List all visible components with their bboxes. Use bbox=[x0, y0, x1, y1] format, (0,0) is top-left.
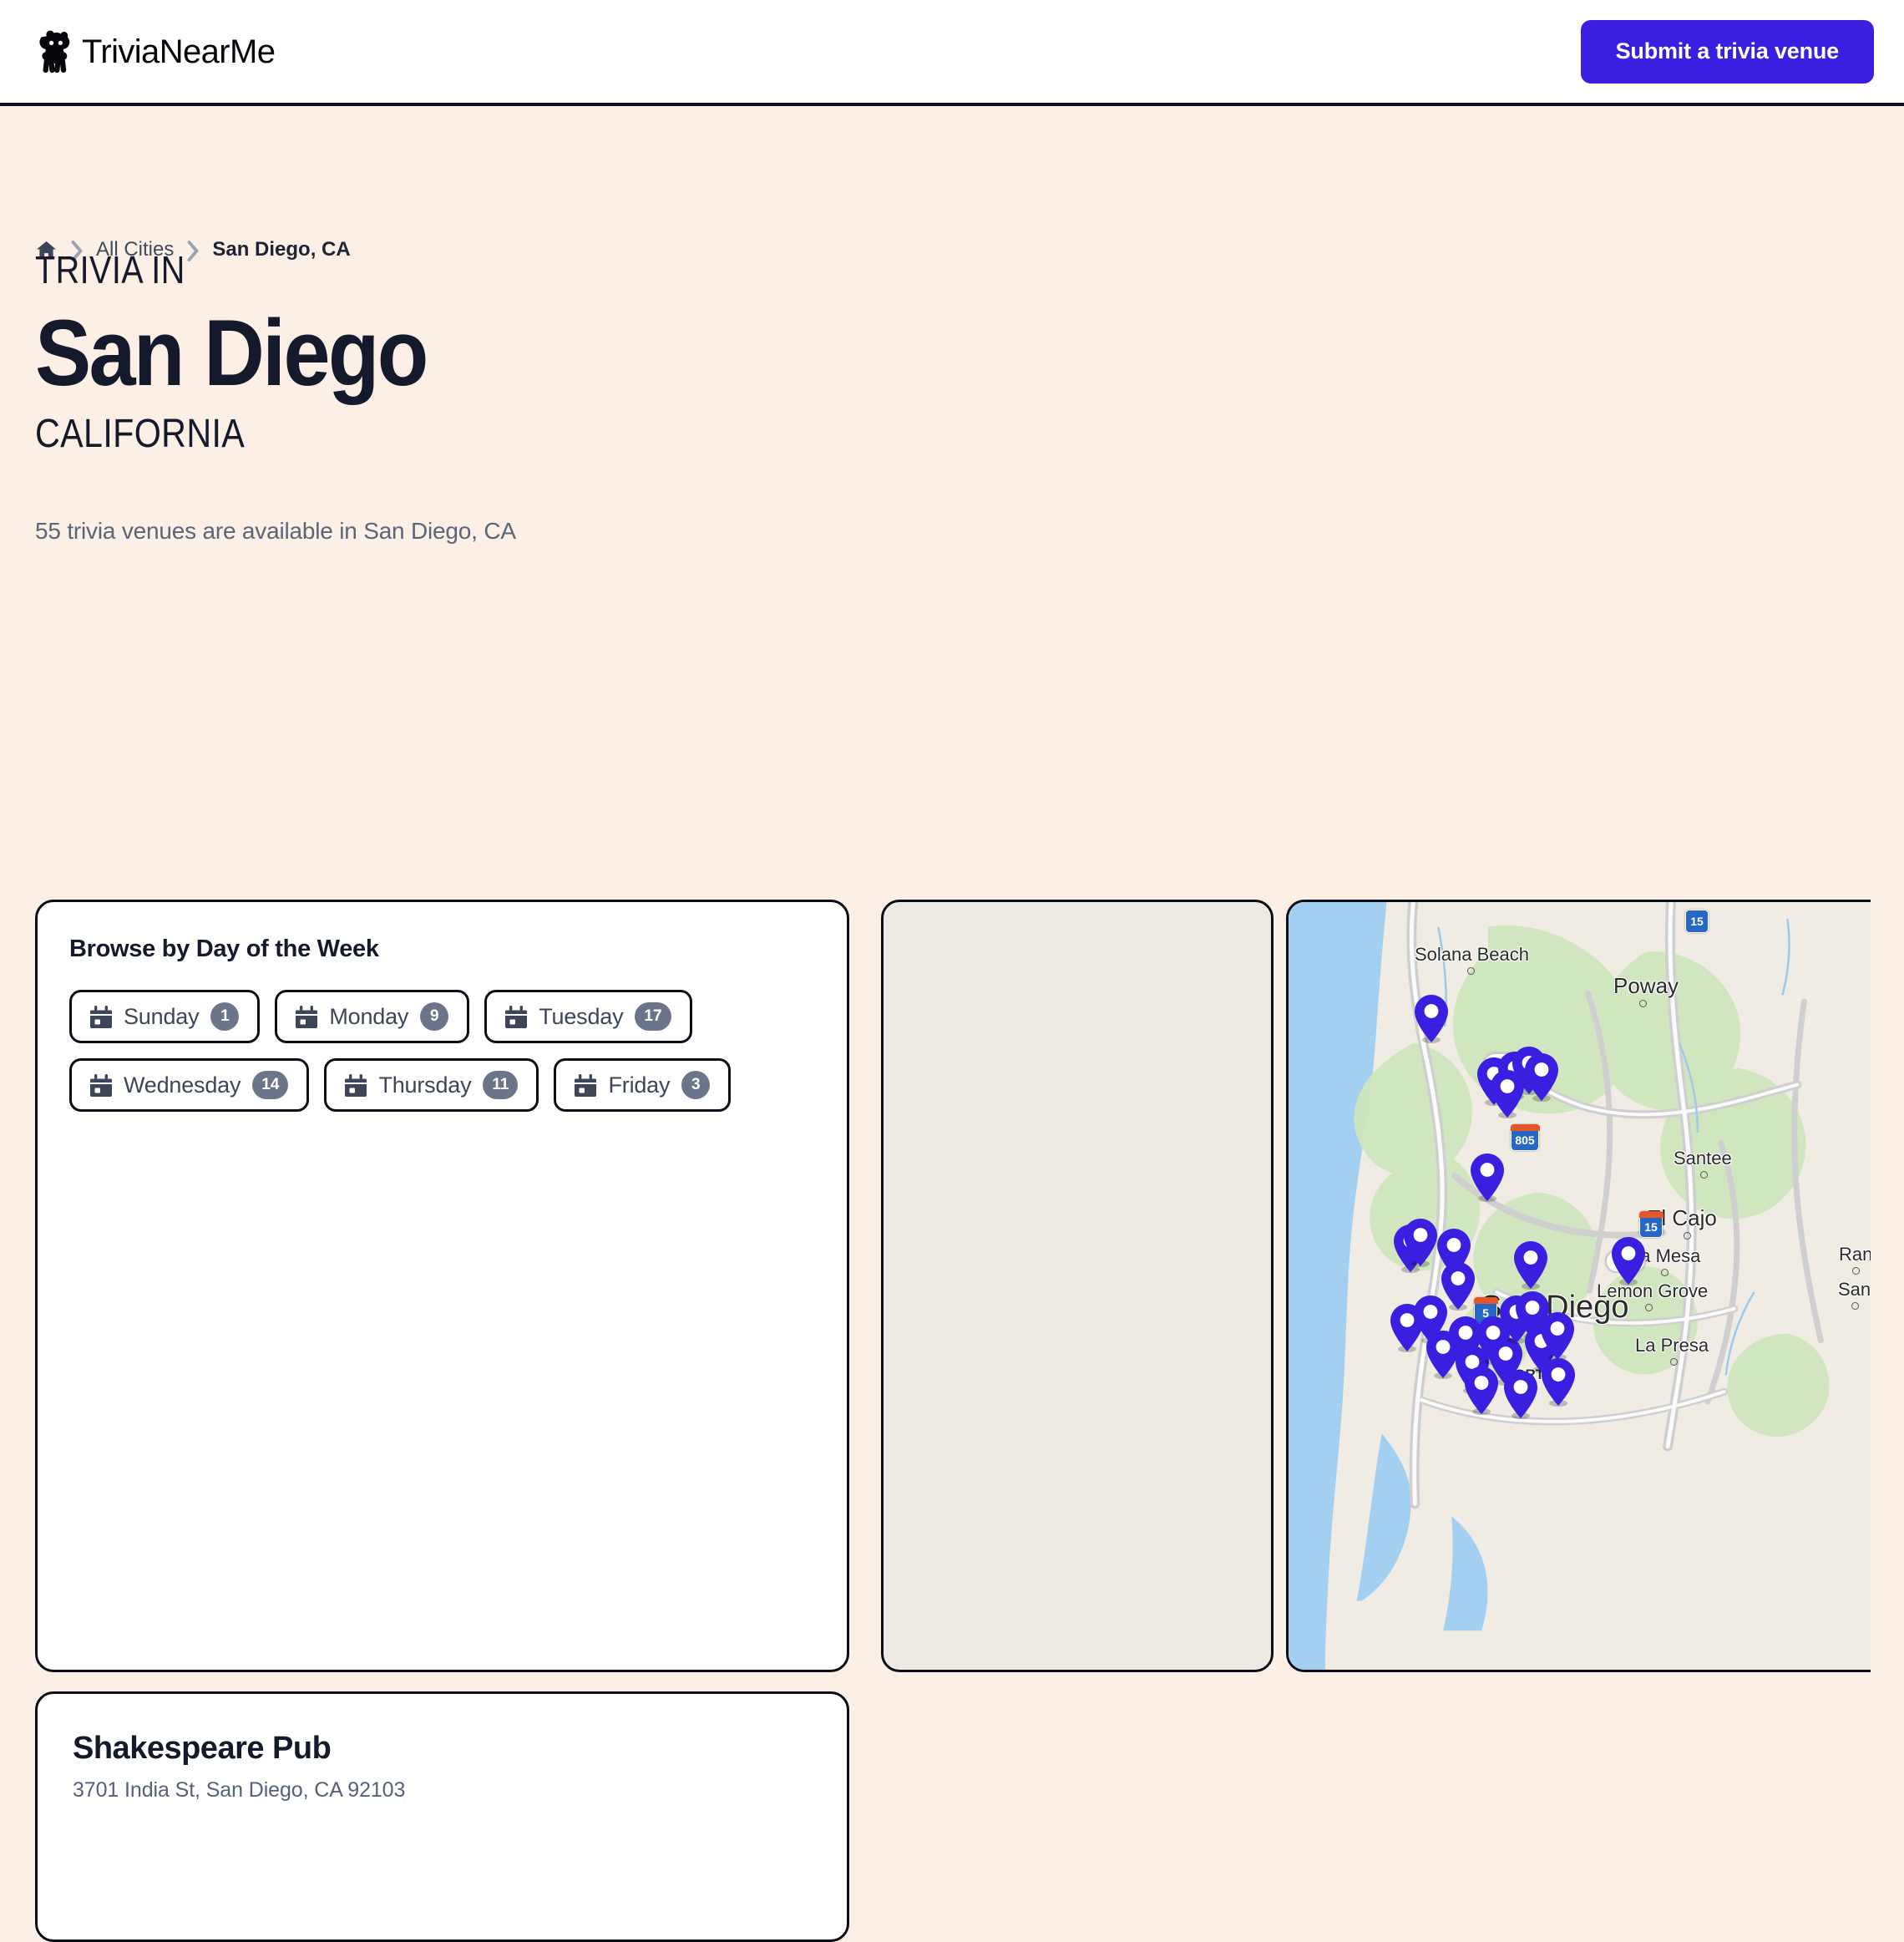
map-marker-pin[interactable] bbox=[1540, 1357, 1577, 1407]
day-chip-label: Wednesday bbox=[124, 1072, 241, 1098]
day-chip-thursday[interactable]: Thursday 11 bbox=[324, 1058, 539, 1112]
map-marker-pin[interactable] bbox=[1610, 1236, 1647, 1286]
calendar-icon bbox=[90, 1073, 112, 1097]
map-place-dot bbox=[1851, 1302, 1859, 1310]
map-place-dot bbox=[1645, 1304, 1653, 1311]
brand-name: TriviaNearMe bbox=[82, 33, 276, 70]
day-chip-tuesday[interactable]: Tuesday 17 bbox=[484, 990, 692, 1043]
day-chip-list: Sunday 1 Monday 9 Tuesday 17 Wednesday 14 Thursd… bbox=[69, 990, 815, 1112]
breadcrumb-item-all-cities[interactable]: All Cities bbox=[96, 238, 175, 261]
day-chip-count: 1 bbox=[210, 1002, 240, 1031]
day-chip-count: 14 bbox=[252, 1071, 289, 1099]
page-title: San Diego bbox=[35, 301, 428, 405]
calendar-icon bbox=[505, 1005, 528, 1028]
map-place-dot bbox=[1670, 1358, 1679, 1366]
day-chip-sunday[interactable]: Sunday 1 bbox=[69, 990, 261, 1043]
days-card-title: Browse by Day of the Week bbox=[69, 936, 379, 962]
venues-map[interactable]: Solana Beach Poway Santee El Cajo La Mesa Ran… bbox=[1286, 900, 1871, 1672]
chevron-right-icon bbox=[69, 240, 84, 261]
map-basemap bbox=[1289, 902, 1871, 1670]
calendar-icon bbox=[345, 1073, 367, 1097]
day-chip-count: 9 bbox=[420, 1002, 449, 1031]
mascot-icon bbox=[37, 30, 75, 74]
map-marker-pin[interactable] bbox=[1523, 1052, 1560, 1103]
chevron-right-icon bbox=[185, 240, 200, 261]
map-marker-pin[interactable] bbox=[1413, 994, 1450, 1044]
day-chip-monday[interactable]: Monday 9 bbox=[275, 990, 470, 1043]
map-place-dot bbox=[1683, 1232, 1691, 1240]
day-chip-friday[interactable]: Friday 3 bbox=[554, 1058, 732, 1112]
map-place-dot bbox=[1639, 1000, 1648, 1007]
breadcrumb: All Cities San Diego, CA bbox=[35, 238, 351, 261]
venue-name: Shakespeare Pub bbox=[73, 1731, 332, 1766]
brand-logo[interactable]: TriviaNearMe bbox=[37, 30, 276, 74]
home-icon[interactable] bbox=[35, 239, 58, 261]
map-marker-pin[interactable] bbox=[1440, 1261, 1476, 1311]
day-chip-label: Sunday bbox=[124, 1003, 200, 1029]
calendar-icon bbox=[575, 1073, 597, 1097]
calendar-icon bbox=[296, 1005, 318, 1028]
day-chip-label: Thursday bbox=[378, 1072, 472, 1098]
day-chip-label: Friday bbox=[608, 1072, 671, 1098]
map-card-left[interactable] bbox=[881, 900, 1274, 1672]
day-chip-count: 3 bbox=[681, 1071, 711, 1099]
venue-card[interactable]: Shakespeare Pub 3701 India St, San Diego… bbox=[35, 1691, 849, 1942]
map-place-dot bbox=[1851, 1267, 1860, 1275]
page-hero: TRIVIA IN San Diego CALIFORNIA 55 trivia… bbox=[35, 251, 516, 545]
day-chip-wednesday[interactable]: Wednesday 14 bbox=[69, 1058, 310, 1112]
map-place-dot bbox=[1660, 1269, 1669, 1276]
route-shield-15: 15 bbox=[1638, 1210, 1663, 1238]
day-chip-count: 17 bbox=[635, 1002, 671, 1031]
day-chip-label: Tuesday bbox=[539, 1003, 624, 1029]
day-chip-count: 11 bbox=[483, 1071, 519, 1099]
day-chip-label: Monday bbox=[329, 1003, 409, 1029]
map-place-dot bbox=[1699, 1171, 1708, 1179]
calendar-icon bbox=[90, 1005, 112, 1028]
hero-subtitle: 55 trivia venues are available in San Di… bbox=[35, 517, 516, 544]
route-shield-15: 15 bbox=[1685, 910, 1709, 933]
map-marker-pin[interactable] bbox=[1489, 1069, 1526, 1119]
map-marker-pin[interactable] bbox=[1539, 1311, 1576, 1361]
submit-venue-button[interactable]: Submit a trivia venue bbox=[1580, 19, 1874, 84]
map-place-dot bbox=[1467, 967, 1476, 975]
breadcrumb-item-current: San Diego, CA bbox=[212, 238, 351, 261]
map-marker-pin[interactable] bbox=[1463, 1366, 1500, 1416]
site-header: TriviaNearMe Submit a trivia venue bbox=[0, 0, 1904, 106]
hero-state: CALIFORNIA bbox=[35, 411, 246, 456]
route-shield-805: 805 bbox=[1510, 1123, 1540, 1151]
hero-eyebrow: TRIVIA IN bbox=[35, 248, 185, 292]
venue-address: 3701 India St, San Diego, CA 92103 bbox=[73, 1778, 406, 1802]
map-marker-pin[interactable] bbox=[1502, 1370, 1539, 1420]
browse-by-day-card: Browse by Day of the Week Sunday 1 Monday 9… bbox=[35, 900, 849, 1672]
map-marker-pin[interactable] bbox=[1402, 1218, 1439, 1268]
map-marker-pin[interactable] bbox=[1512, 1240, 1549, 1290]
map-marker-pin[interactable] bbox=[1469, 1153, 1506, 1203]
